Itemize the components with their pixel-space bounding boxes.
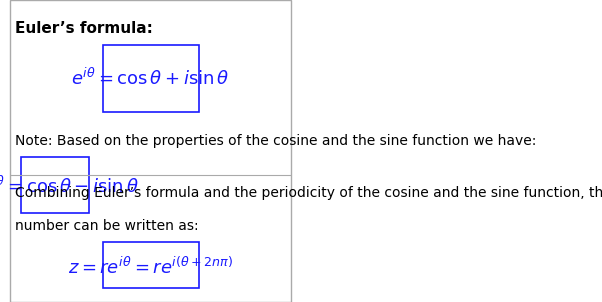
- Text: Euler’s formula:: Euler’s formula:: [16, 21, 154, 36]
- Text: Note: Based on the properties of the cosine and the sine function we have:: Note: Based on the properties of the cos…: [16, 134, 537, 148]
- Text: $z = re^{i\theta} = re^{i(\theta+2n\pi)}$: $z = re^{i\theta} = re^{i(\theta+2n\pi)}…: [68, 257, 233, 278]
- Text: Combining Euler’s formula and the periodicity of the cosine and the sine functio: Combining Euler’s formula and the period…: [16, 186, 602, 200]
- Text: number can be written as:: number can be written as:: [16, 219, 199, 233]
- Text: $e^{-i\theta} = \cos\theta - i\sin\theta$: $e^{-i\theta} = \cos\theta - i\sin\theta…: [0, 175, 140, 196]
- Text: $e^{i\theta} = \cos\theta + i\sin\theta$: $e^{i\theta} = \cos\theta + i\sin\theta$: [72, 68, 230, 89]
